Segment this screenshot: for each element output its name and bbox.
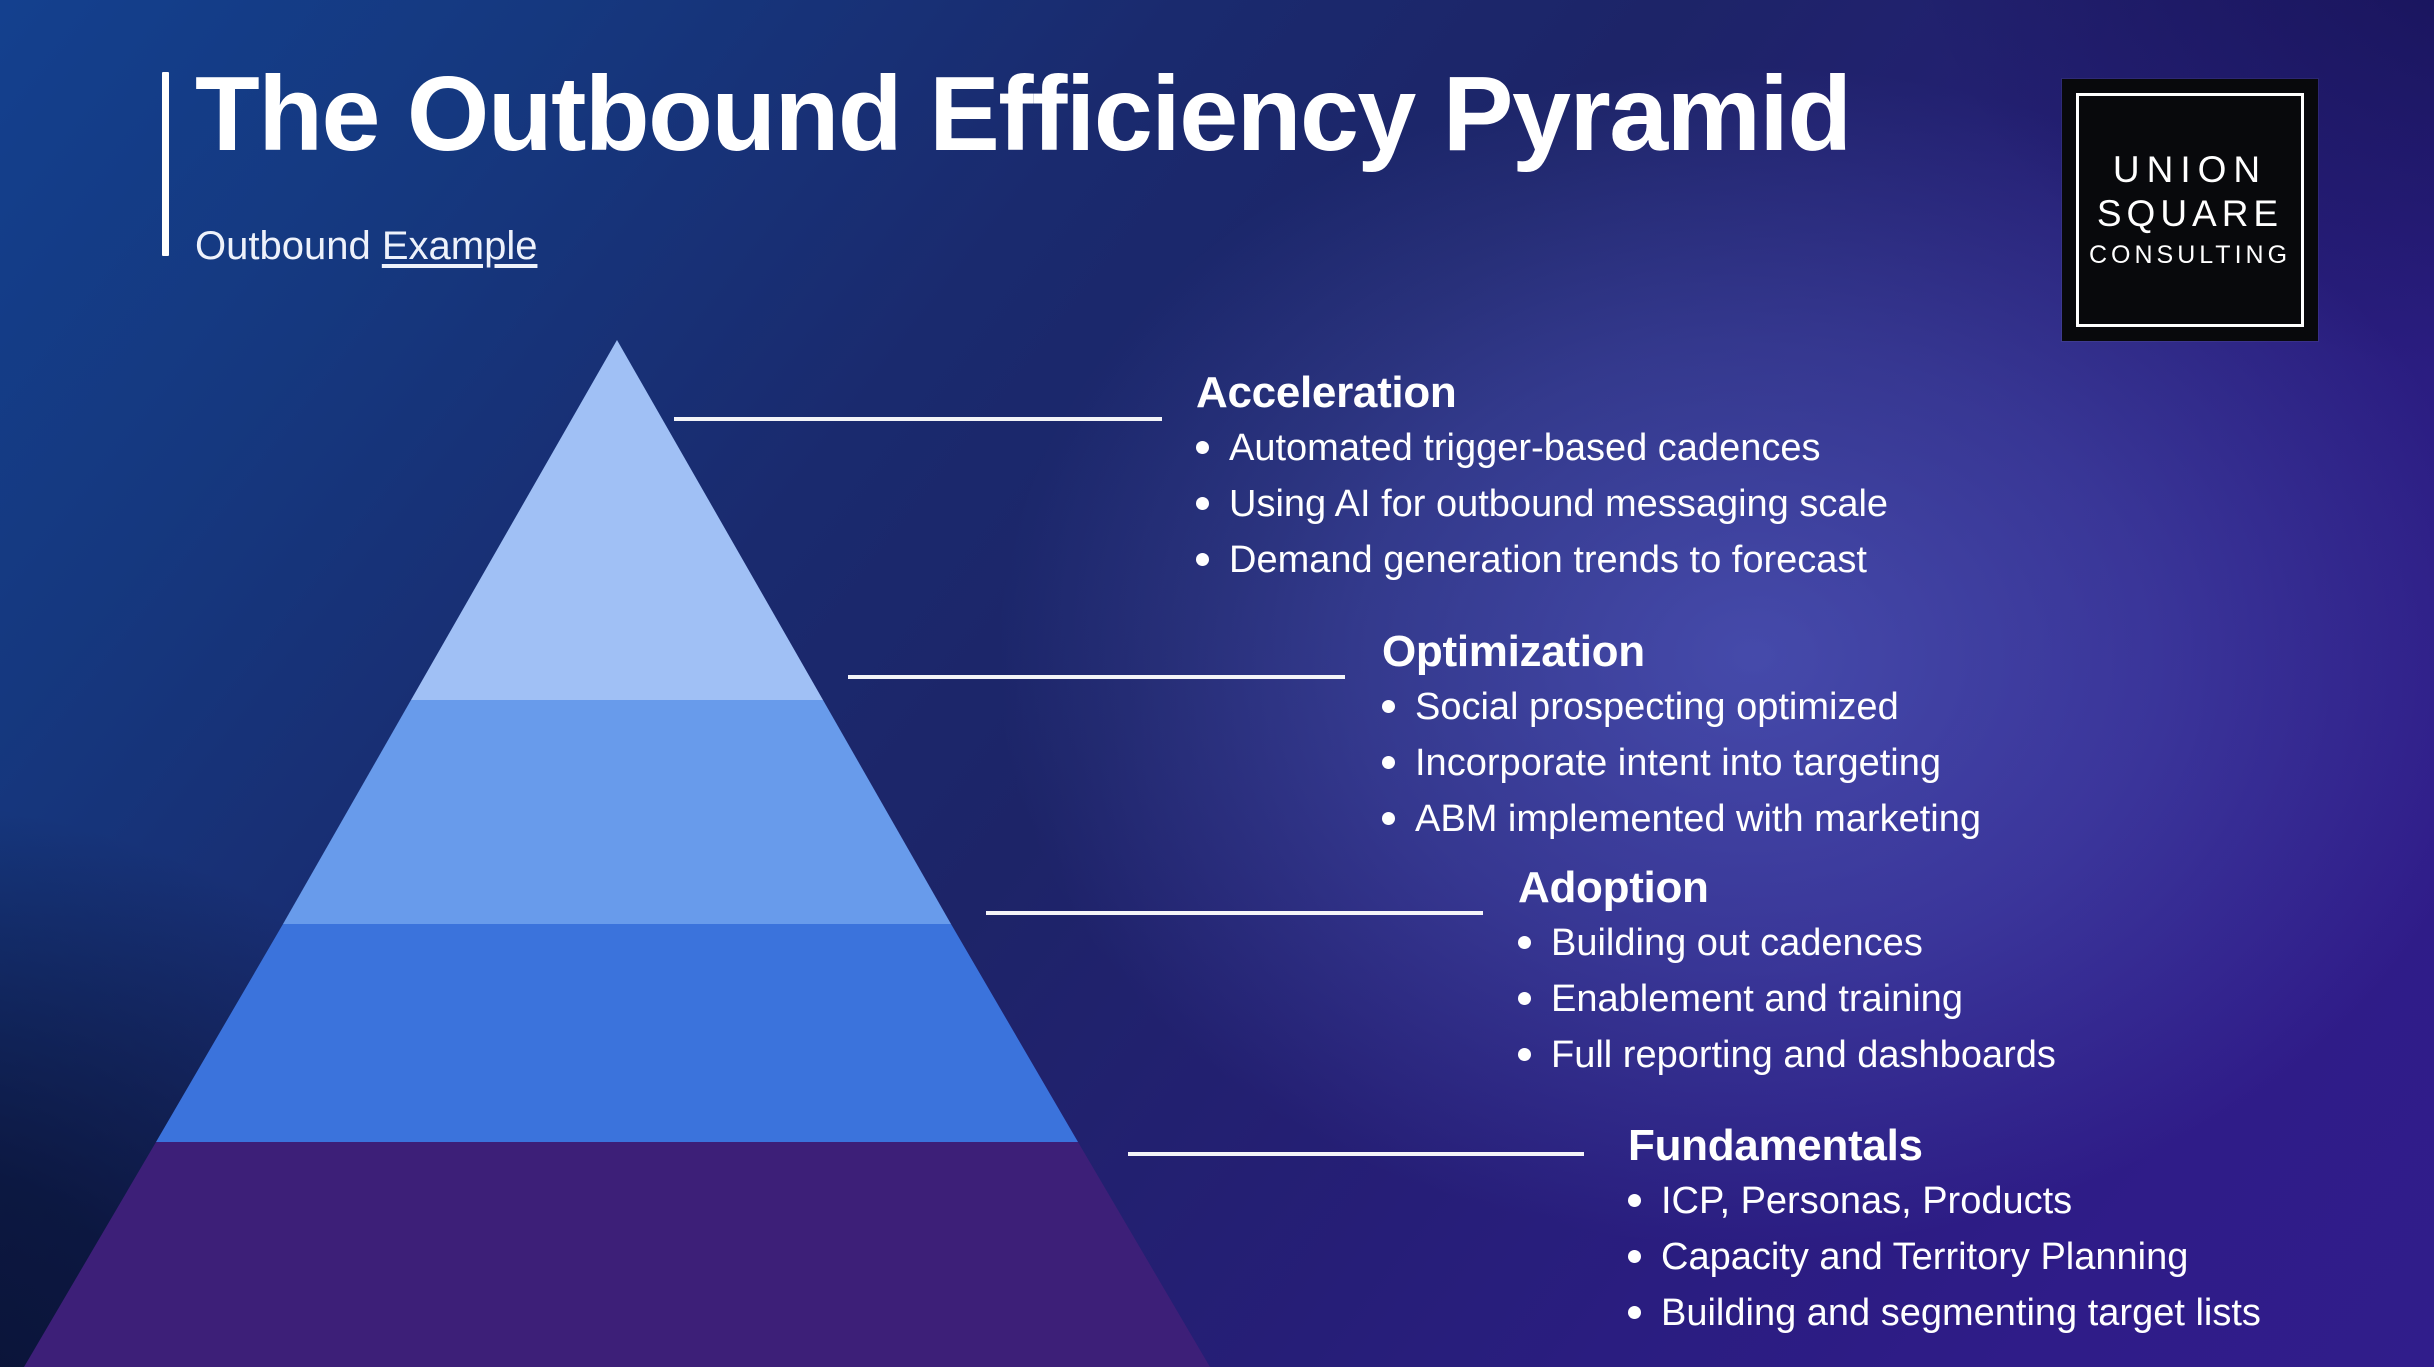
bullet-text: Using AI for outbound messaging scale: [1229, 483, 1889, 526]
pyramid-tier-adoption[interactable]: [156, 924, 1078, 1142]
tier-bullets-acceleration: Automated trigger-based cadences Using A…: [1196, 420, 1888, 589]
bullet-text: ABM implemented with marketing: [1415, 798, 1981, 841]
tier-bullets-adoption: Building out cadences Enablement and tra…: [1518, 915, 2056, 1084]
page-subtitle: Outbound Example: [195, 224, 537, 269]
bullet-dot-icon: [1196, 553, 1209, 567]
bullet-dot-icon: [1628, 1194, 1641, 1207]
tier-bullets-optimization: Social prospecting optimized Incorporate…: [1382, 679, 1981, 848]
bullet-text: Full reporting and dashboards: [1551, 1034, 2056, 1077]
bullet-dot-icon: [1196, 441, 1209, 454]
bullet-dot-icon: [1518, 1048, 1531, 1062]
list-item: Demand generation trends to forecast: [1196, 532, 1888, 588]
tier-heading-acceleration: Acceleration: [1196, 368, 1457, 417]
subtitle-emphasis: Example: [381, 224, 538, 268]
bullet-dot-icon: [1382, 756, 1395, 770]
list-item: ICP, Personas, Products: [1628, 1173, 2261, 1229]
page-title: The Outbound Efficiency Pyramid: [195, 55, 1852, 173]
bullet-text: ICP, Personas, Products: [1661, 1180, 2073, 1222]
tier-heading-fundamentals: Fundamentals: [1628, 1121, 1923, 1170]
list-item: Using AI for outbound messaging scale: [1196, 476, 1888, 532]
connector-line-acceleration: [674, 417, 1162, 421]
bullet-text: Social prospecting optimized: [1415, 686, 1899, 728]
logo-frame: UNION SQUARE CONSULTING: [2076, 93, 2304, 327]
tier-bullets-fundamentals: ICP, Personas, Products Capacity and Ter…: [1628, 1173, 2261, 1342]
list-item: Building and segmenting target lists: [1628, 1285, 2261, 1341]
bullet-dot-icon: [1382, 812, 1395, 826]
logo-line-square: SQUARE: [2096, 192, 2284, 234]
list-item: Automated trigger-based cadences: [1196, 420, 1888, 476]
bullet-dot-icon: [1628, 1250, 1641, 1264]
logo-line-consulting: CONSULTING: [2088, 241, 2292, 270]
pyramid-tier-optimization[interactable]: [283, 700, 951, 924]
pyramid-tier-fundamentals[interactable]: [24, 1142, 1210, 1367]
connector-line-fundamentals: [1128, 1152, 1584, 1156]
bullet-dot-icon: [1628, 1306, 1641, 1320]
pyramid-tier-acceleration[interactable]: [411, 340, 823, 700]
bullet-dot-icon: [1196, 497, 1209, 511]
tier-heading-adoption: Adoption: [1518, 863, 1709, 912]
bullet-dot-icon: [1518, 936, 1531, 949]
subtitle-prefix: Outbound: [195, 224, 382, 268]
bullet-text: Incorporate intent into targeting: [1415, 742, 1942, 785]
tier-block-fundamentals: Fundamentals ICP, Personas, Products Cap…: [1628, 1121, 2261, 1342]
title-accent-rule: [162, 72, 169, 256]
tier-block-adoption: Adoption Building out cadences Enablemen…: [1518, 863, 2056, 1084]
bullet-text: Building out cadences: [1551, 922, 1923, 964]
list-item: Social prospecting optimized: [1382, 679, 1981, 735]
tier-heading-optimization: Optimization: [1382, 627, 1645, 676]
list-item: Incorporate intent into targeting: [1382, 735, 1981, 791]
list-item: Building out cadences: [1518, 915, 2056, 971]
bullet-text: Capacity and Territory Planning: [1661, 1236, 2189, 1279]
connector-line-optimization: [848, 675, 1345, 679]
list-item: ABM implemented with marketing: [1382, 791, 1981, 847]
list-item: Full reporting and dashboards: [1518, 1027, 2056, 1083]
tier-block-acceleration: Acceleration Automated trigger-based cad…: [1196, 368, 1888, 589]
connector-line-adoption: [986, 911, 1483, 915]
bullet-text: Building and segmenting target lists: [1661, 1292, 2261, 1335]
list-item: Enablement and training: [1518, 971, 2056, 1027]
list-item: Capacity and Territory Planning: [1628, 1229, 2261, 1285]
logo-line-union: UNION: [2112, 149, 2268, 191]
bullet-text: Demand generation trends to forecast: [1229, 539, 1867, 582]
bullet-text: Automated trigger-based cadences: [1229, 427, 1821, 469]
bullet-dot-icon: [1518, 992, 1531, 1006]
bullet-text: Enablement and training: [1551, 978, 1963, 1021]
bullet-dot-icon: [1382, 700, 1395, 713]
union-square-consulting-logo[interactable]: UNION SQUARE CONSULTING: [2062, 79, 2318, 341]
tier-block-optimization: Optimization Social prospecting optimize…: [1382, 627, 1981, 848]
